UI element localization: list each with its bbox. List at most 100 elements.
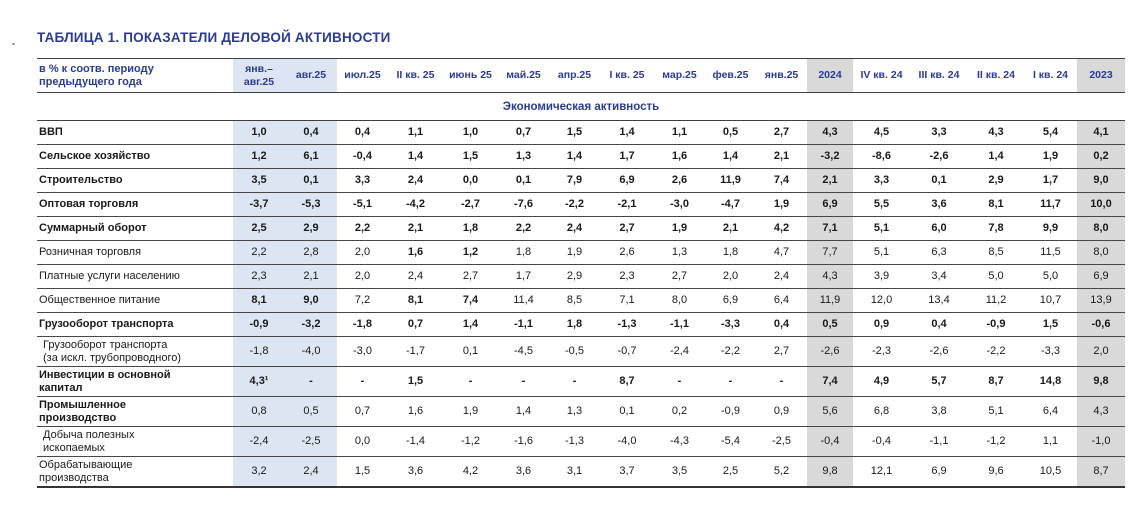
table-cell: 2,3 [233,264,285,289]
table-cell: -1,4 [388,426,443,457]
table-cell: - [756,366,807,397]
table-cell: - [549,366,600,397]
table-cell: -3,2 [807,144,853,169]
table-cell: -3,7 [233,192,285,217]
table-cell: 1,7 [498,264,549,289]
table-cell: 3,6 [388,456,443,488]
table-cell: 8,0 [654,288,705,313]
table-cell: 9,0 [1077,168,1125,193]
table-cell: 7,4 [807,366,853,397]
table-cell: -4,3 [654,426,705,457]
table-cell: 6,0 [910,216,968,241]
table-cell: -2,6 [910,144,968,169]
table-cell: 9,9 [1024,216,1077,241]
column-header-14: III кв. 24 [910,58,968,93]
table-cell: 1,4 [705,144,756,169]
table-cell: 6,4 [1024,396,1077,427]
table-cell: 9,8 [807,456,853,488]
table-cell: -0,9 [705,396,756,427]
table-cell: -0,7 [600,336,654,367]
table-cell: 2,6 [654,168,705,193]
table-cell: -0,5 [549,336,600,367]
table-row: ВВП 1,0 0,4 0,4 1,1 1,0 0,7 1,5 1,4 1,1 0,5 2,7 4,3 4… [37,120,1125,145]
row-label: Инвестиции в основной капитал [37,366,233,397]
table-cell: 9,8 [1077,366,1125,397]
table-cell: 11,4 [498,288,549,313]
table-cell: 1,8 [498,240,549,265]
table-cell: 3,5 [233,168,285,193]
table-cell: 2,7 [756,336,807,367]
table-row: Промышленное производство 0,8 0,5 0,7 1,6 1,9… [37,396,1125,427]
table-cell: 3,4 [910,264,968,289]
table-cell: 5,0 [968,264,1024,289]
table-cell: 3,2 [233,456,285,488]
table-cell: 13,9 [1077,288,1125,313]
table-cell: -0,4 [853,426,910,457]
column-header-2: авг.25 [285,58,337,93]
column-header-15: II кв. 24 [968,58,1024,93]
table-cell: 11,5 [1024,240,1077,265]
table-cell: 4,2 [443,456,498,488]
table-cell: 7,4 [443,288,498,313]
table-cell: 1,4 [549,144,600,169]
table-cell: 11,2 [968,288,1024,313]
table-cell: 6,4 [756,288,807,313]
table-cell: 2,7 [756,120,807,145]
table-cell: 4,5 [853,120,910,145]
table-cell: 1,9 [756,192,807,217]
table-cell: 1,3 [498,144,549,169]
row-label: Общественное питание [37,288,233,313]
table-cell: -2,3 [853,336,910,367]
column-header-13: IV кв. 24 [853,58,910,93]
table-cell: -3,3 [705,312,756,337]
table-cell: 4,2 [756,216,807,241]
table-cell: 2,3 [600,264,654,289]
table-cell: 7,8 [968,216,1024,241]
table-cell: -3,2 [285,312,337,337]
table-cell: 2,9 [285,216,337,241]
row-label: Добыча полезных ископаемых [37,426,233,457]
table-row: Суммарный оборот 2,5 2,9 2,2 2,1 1,8 2,2 2,4 2,7… [37,216,1125,241]
table-cell: 4,3 [807,264,853,289]
table-cell: 0,7 [337,396,388,427]
column-header-1: янв.– авг.25 [233,58,285,93]
table-cell: 2,4 [549,216,600,241]
table-cell: 0,4 [910,312,968,337]
table-cell: 0,4 [756,312,807,337]
table-cell: 2,2 [498,216,549,241]
table-cell: 5,2 [756,456,807,488]
table-cell: 8,0 [1077,216,1125,241]
table-cell: 1,8 [549,312,600,337]
table-cell: -1,7 [388,336,443,367]
table-cell: 5,0 [1024,264,1077,289]
table-cell: 5,1 [853,216,910,241]
table-cell: 1,6 [388,240,443,265]
table-cell: 1,1 [654,120,705,145]
table-cell: 4,3 [1077,396,1125,427]
table-cell: 10,5 [1024,456,1077,488]
table-cell: 0,1 [498,168,549,193]
table-cell: 1,6 [388,396,443,427]
table-cell: 8,1 [233,288,285,313]
table-row: Розничная торговля 2,2 2,8 2,0 1,6 1,2 1,8 1,9 2… [37,240,1125,265]
table-cell: 1,7 [1024,168,1077,193]
table-cell: 4,3 [968,120,1024,145]
table-cell: 3,1 [549,456,600,488]
table-cell: 5,4 [1024,120,1077,145]
table-cell: 0,2 [654,396,705,427]
table-cell: 14,8 [1024,366,1077,397]
table-cell: 0,1 [600,396,654,427]
table-cell: -1,2 [968,426,1024,457]
table-row: Строительство 3,5 0,1 3,3 2,4 0,0 0,1 7,9 6,9 2,6… [37,168,1125,193]
table-cell: 3,6 [498,456,549,488]
table-cell: 2,8 [285,240,337,265]
table-row: Инвестиции в основной капитал 4,3¹ - -1,5- -… [37,366,1125,397]
table-cell: 11,9 [705,168,756,193]
table-cell: 2,5 [705,456,756,488]
row-label: ВВП [37,120,233,145]
column-header-5: июнь 25 [443,58,498,93]
table-cell: 10,0 [1077,192,1125,217]
table-cell: 1,9 [1024,144,1077,169]
table-row: Платные услуги населению 2,3 2,1 2,0 2,4 2,7 1… [37,264,1125,289]
table-cell: 0,0 [443,168,498,193]
